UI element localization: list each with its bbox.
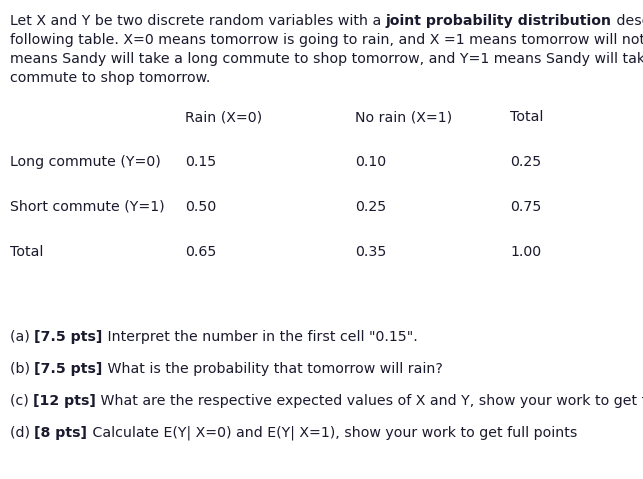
Text: [7.5 pts]: [7.5 pts]: [35, 362, 103, 376]
Text: Interpret the number in the first cell "0.15".: Interpret the number in the first cell "…: [103, 330, 417, 344]
Text: 0.65: 0.65: [185, 245, 217, 259]
Text: 0.15: 0.15: [185, 155, 216, 169]
Text: 0.25: 0.25: [510, 155, 541, 169]
Text: 0.75: 0.75: [510, 200, 541, 214]
Text: What are the respective expected values of X and Y, show your work to get full p: What are the respective expected values …: [96, 394, 643, 408]
Text: means Sandy will take a long commute to shop tomorrow, and Y=1 means Sandy will : means Sandy will take a long commute to …: [10, 52, 643, 66]
Text: 0.25: 0.25: [355, 200, 386, 214]
Text: Long commute (Y=0): Long commute (Y=0): [10, 155, 161, 169]
Text: Rain (X=0): Rain (X=0): [185, 110, 262, 124]
Text: commute to shop tomorrow.: commute to shop tomorrow.: [10, 71, 210, 85]
Text: described in the: described in the: [611, 14, 643, 28]
Text: following table. X=0 means tomorrow is going to rain, and X =1 means tomorrow wi: following table. X=0 means tomorrow is g…: [10, 33, 643, 47]
Text: Total: Total: [10, 245, 43, 259]
Text: (c): (c): [10, 394, 33, 408]
Text: Let X and Y be two discrete random variables with a: Let X and Y be two discrete random varia…: [10, 14, 386, 28]
Text: 0.10: 0.10: [355, 155, 386, 169]
Text: What is the probability that tomorrow will rain?: What is the probability that tomorrow wi…: [103, 362, 443, 376]
Text: (d): (d): [10, 426, 35, 440]
Text: joint probability distribution: joint probability distribution: [386, 14, 611, 28]
Text: No rain (X=1): No rain (X=1): [355, 110, 452, 124]
Text: (b): (b): [10, 362, 35, 376]
Text: 0.50: 0.50: [185, 200, 216, 214]
Text: [12 pts]: [12 pts]: [33, 394, 96, 408]
Text: Short commute (Y=1): Short commute (Y=1): [10, 200, 165, 214]
Text: Calculate E(Y| X=0) and E(Y| X=1), show your work to get full points: Calculate E(Y| X=0) and E(Y| X=1), show …: [87, 426, 577, 441]
Text: Total: Total: [510, 110, 543, 124]
Text: 1.00: 1.00: [510, 245, 541, 259]
Text: [8 pts]: [8 pts]: [35, 426, 87, 440]
Text: 0.35: 0.35: [355, 245, 386, 259]
Text: [7.5 pts]: [7.5 pts]: [34, 330, 103, 344]
Text: (a): (a): [10, 330, 34, 344]
